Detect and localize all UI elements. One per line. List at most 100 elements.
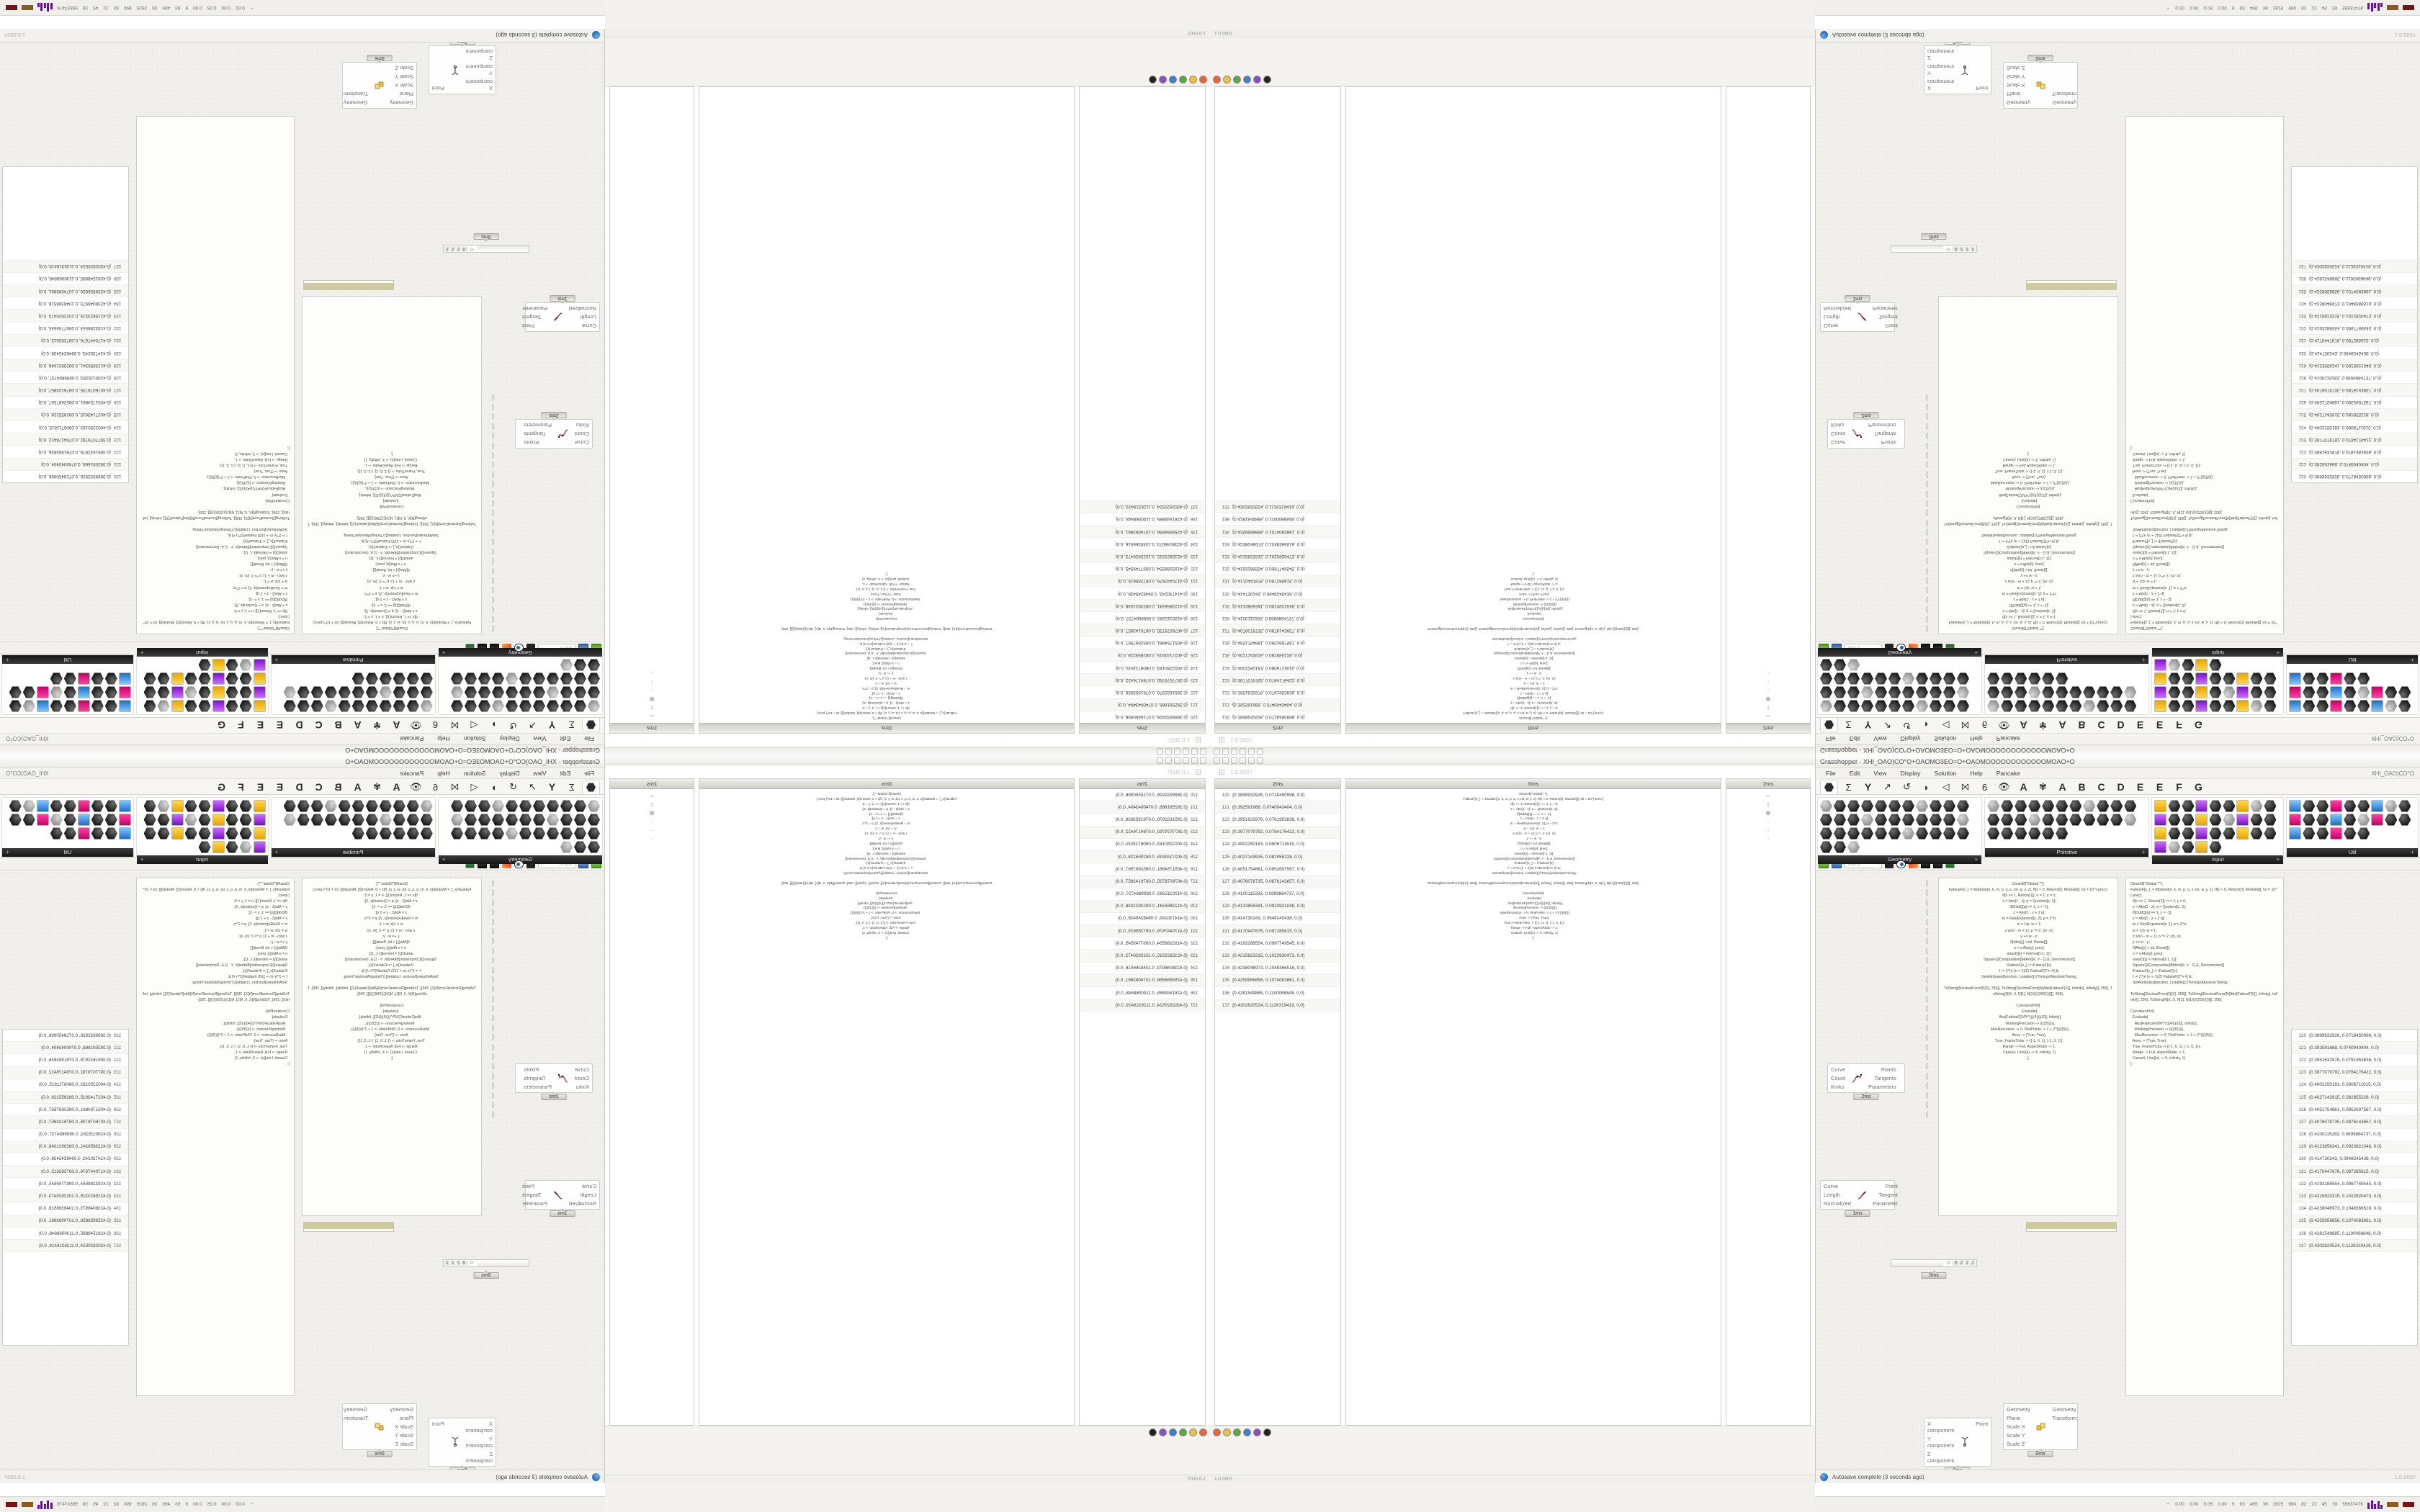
menu-item-help[interactable]: Help xyxy=(437,770,450,777)
code-text[interactable]: ClearAll["Global`*"]; FabiusF[x_] := Mod… xyxy=(1428,572,1639,720)
palette-icon[interactable] xyxy=(118,700,131,712)
curve-tab[interactable]: ↺ xyxy=(1903,781,1911,792)
table-row[interactable]: 122 {0.3951632978, 0.0761953836, 0.0} xyxy=(2292,1054,2417,1067)
component-outputs[interactable]: Point xyxy=(1976,48,1988,91)
component-icon[interactable] xyxy=(91,800,104,812)
component-icon[interactable] xyxy=(311,686,323,698)
component-icon[interactable] xyxy=(2250,800,2263,812)
toolbar-button[interactable] xyxy=(1191,757,1198,764)
input-port[interactable]: Scale X xyxy=(395,82,413,89)
component-icon[interactable] xyxy=(240,800,252,812)
table-row[interactable]: 123 {0.3977079792, 0.0784176422, 0.0} xyxy=(2292,433,2417,446)
ribbon-group-label[interactable]: Util xyxy=(2287,848,2418,857)
component-icon[interactable] xyxy=(105,672,117,685)
curve-points-component[interactable]: Curve Count Kinks Points Tangents Parame… xyxy=(1827,1063,1905,1100)
table-row[interactable]: 124 {0.4002250183, 0.0806711615, 0.0} xyxy=(2292,420,2417,433)
g-tab[interactable]: G xyxy=(218,719,225,731)
component-icon[interactable] xyxy=(1834,814,1846,826)
table-row[interactable]: 131 {0.4170447676, 0.097285615, 0.0} xyxy=(1080,925,1205,938)
component-icon[interactable] xyxy=(226,800,238,812)
component-icon[interactable] xyxy=(2385,814,2398,826)
b-tab[interactable]: B xyxy=(2078,781,2086,793)
component-icon[interactable] xyxy=(105,686,117,698)
ribbon-group-label[interactable]: Input xyxy=(2152,648,2284,657)
component-icon[interactable] xyxy=(1875,800,1887,812)
toolbar-button[interactable] xyxy=(1240,748,1246,755)
palette-icon[interactable] xyxy=(2154,672,2167,685)
component-icon[interactable] xyxy=(478,814,490,826)
input-port[interactable]: Normalized xyxy=(569,1200,596,1207)
component-icon[interactable] xyxy=(2042,800,2055,812)
table-row[interactable]: 134 {0.4238046973, 0.1048366516, 0.0} xyxy=(1080,537,1205,550)
component-icon[interactable] xyxy=(588,686,600,698)
maths-tab[interactable]: Σ xyxy=(568,719,575,731)
table-row[interactable]: 123 {0.3977079792, 0.0784176422, 0.0} xyxy=(3,433,128,446)
component-icon[interactable] xyxy=(2264,827,2277,840)
code-cell[interactable]: 0ms ClearAll["Global`*"]; FabiusF[x_] :=… xyxy=(699,86,1075,734)
component-icon[interactable] xyxy=(533,814,545,826)
side-params-column[interactable]: 2ms ⇔ ↕ ⊗ · · · xyxy=(609,86,694,734)
table-row[interactable]: 120 {0.3899932926, 0.0718450996, 0.0} xyxy=(2292,469,2417,482)
toolbar-button[interactable] xyxy=(1200,757,1206,764)
menu-item-pancake[interactable]: Pancake xyxy=(1996,735,2020,742)
palette-icon[interactable] xyxy=(118,800,131,812)
menu-item-view[interactable]: View xyxy=(533,735,547,742)
construct-point-component[interactable]: X component Y component Z component Poin… xyxy=(429,1418,496,1470)
table-row[interactable]: 121 {0.392591668, 0.0740043404, 0.0} xyxy=(1215,801,1340,814)
component-icon[interactable] xyxy=(506,700,518,712)
toolbar-button[interactable] xyxy=(1174,757,1180,764)
component-icon[interactable] xyxy=(64,827,76,840)
table-row[interactable]: 130 {0.414730243, 0.0948245438, 0.0} xyxy=(1215,913,1340,926)
component-icon[interactable] xyxy=(421,672,433,685)
palette-icon[interactable] xyxy=(77,700,90,712)
table-row[interactable]: 136 {0.4281549885, 0.1100068848, 0.0} xyxy=(2292,1228,2417,1241)
toolbar-button[interactable] xyxy=(1257,757,1263,764)
table-row[interactable]: 135 {0.4259956856, 0.1074083861, 0.0} xyxy=(1215,974,1340,987)
input-port[interactable]: Y component xyxy=(465,63,493,76)
component-icon[interactable] xyxy=(105,814,117,826)
component-icon[interactable] xyxy=(339,700,351,712)
component-icon[interactable] xyxy=(2042,686,2054,698)
component-icon[interactable] xyxy=(2209,827,2222,840)
component-icon[interactable] xyxy=(1957,686,1969,698)
output-port[interactable]: Geometry xyxy=(2052,99,2076,106)
component-icon[interactable] xyxy=(2303,686,2315,698)
component-icon[interactable] xyxy=(465,672,477,685)
component-icon[interactable] xyxy=(158,700,170,712)
surface-tab[interactable]: ◗ xyxy=(490,719,497,731)
output-port[interactable]: Parameters xyxy=(1868,1084,1896,1090)
component-icon[interactable] xyxy=(1834,827,1846,840)
curve-points-component[interactable]: Curve Count Kinks Points Tangents Parame… xyxy=(515,1063,593,1100)
toolbar-button[interactable] xyxy=(1231,757,1237,764)
table-row[interactable]: 126 {0.4051754861, 0.0852697567, 0.0} xyxy=(1215,863,1340,876)
table-row[interactable]: 120 {0.3899932926, 0.0718450996, 0.0} xyxy=(1215,710,1340,723)
component-icon[interactable] xyxy=(1847,841,1860,853)
component-icon[interactable] xyxy=(1987,827,2000,840)
swatch-blue[interactable] xyxy=(1243,1428,1251,1436)
ribbon-icon-grid[interactable] xyxy=(137,798,268,855)
palette-icon[interactable] xyxy=(77,672,90,685)
component-icon[interactable] xyxy=(1916,672,1928,685)
swatch-blue[interactable] xyxy=(1169,76,1177,84)
component-icon[interactable] xyxy=(560,827,573,840)
component-icon[interactable] xyxy=(2303,672,2315,685)
params-tab[interactable] xyxy=(1820,718,1838,732)
curve-closest-point-component[interactable]: Curve Length Normalized Point Tangent Pa… xyxy=(1820,295,1898,332)
menu-item-edit[interactable]: Edit xyxy=(1849,770,1860,777)
component-icon[interactable] xyxy=(144,672,156,685)
maths-tab[interactable]: Σ xyxy=(1845,719,1852,731)
output-port[interactable]: Parameter xyxy=(522,305,548,312)
e-tab[interactable]: E xyxy=(276,781,284,793)
ribbon-group-input[interactable]: Input xyxy=(2151,797,2285,864)
right-code-panel[interactable]: ClearAll["Global`*"]; FabiusF[x_] := Mod… xyxy=(2125,116,2284,634)
a2-tab[interactable]: A xyxy=(2058,781,2066,793)
component-icon[interactable] xyxy=(2209,700,2221,712)
palette-icon[interactable] xyxy=(2154,841,2167,853)
a-tab[interactable]: A xyxy=(393,719,400,731)
ribbon-icon-grid[interactable] xyxy=(2152,657,2283,714)
number-slider-a[interactable]: -0 0 2 2 2 xyxy=(443,1259,529,1267)
side-params-column[interactable]: 2ms ⇔ ↕ ⊗ · · · xyxy=(609,778,694,1426)
curve-points-component[interactable]: Curve Count Kinks Points Tangents Parame… xyxy=(515,412,593,449)
table-row[interactable]: 127 {0.4076078735, 0.0876143857, 0.0} xyxy=(3,383,128,396)
a2-tab[interactable]: A xyxy=(2058,719,2066,731)
